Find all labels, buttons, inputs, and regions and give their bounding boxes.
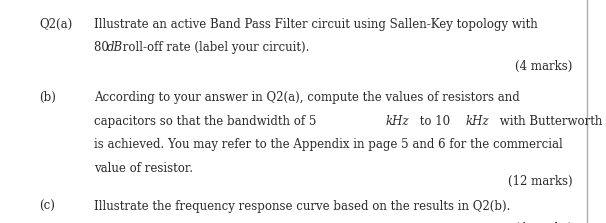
Text: kHz: kHz — [385, 115, 409, 128]
Text: value of resistor.: value of resistor. — [94, 162, 193, 175]
Text: kHz: kHz — [465, 115, 488, 128]
Text: capacitors so that the bandwidth of 5: capacitors so that the bandwidth of 5 — [94, 115, 320, 128]
Text: Q2(a): Q2(a) — [39, 18, 73, 31]
Text: According to your answer in Q2(a), compute the values of resistors and: According to your answer in Q2(a), compu… — [94, 91, 520, 104]
Text: 80: 80 — [94, 41, 113, 54]
Text: roll-off rate (label your circuit).: roll-off rate (label your circuit). — [119, 41, 310, 54]
Text: (4 marks): (4 marks) — [515, 60, 573, 73]
Text: dB: dB — [107, 41, 124, 54]
Text: (12 marks): (12 marks) — [508, 175, 573, 188]
Text: (b): (b) — [39, 91, 56, 104]
Text: Illustrate an active Band Pass Filter circuit using Sallen-Key topology with: Illustrate an active Band Pass Filter ci… — [94, 18, 538, 31]
Text: (c): (c) — [39, 200, 55, 213]
Text: (4 marks): (4 marks) — [515, 222, 573, 223]
Text: to 10: to 10 — [416, 115, 454, 128]
Text: with Butterworth response: with Butterworth response — [496, 115, 606, 128]
Text: Illustrate the frequency response curve based on the results in Q2(b).: Illustrate the frequency response curve … — [94, 200, 510, 213]
Text: is achieved. You may refer to the Appendix in page 5 and 6 for the commercial: is achieved. You may refer to the Append… — [94, 138, 563, 151]
